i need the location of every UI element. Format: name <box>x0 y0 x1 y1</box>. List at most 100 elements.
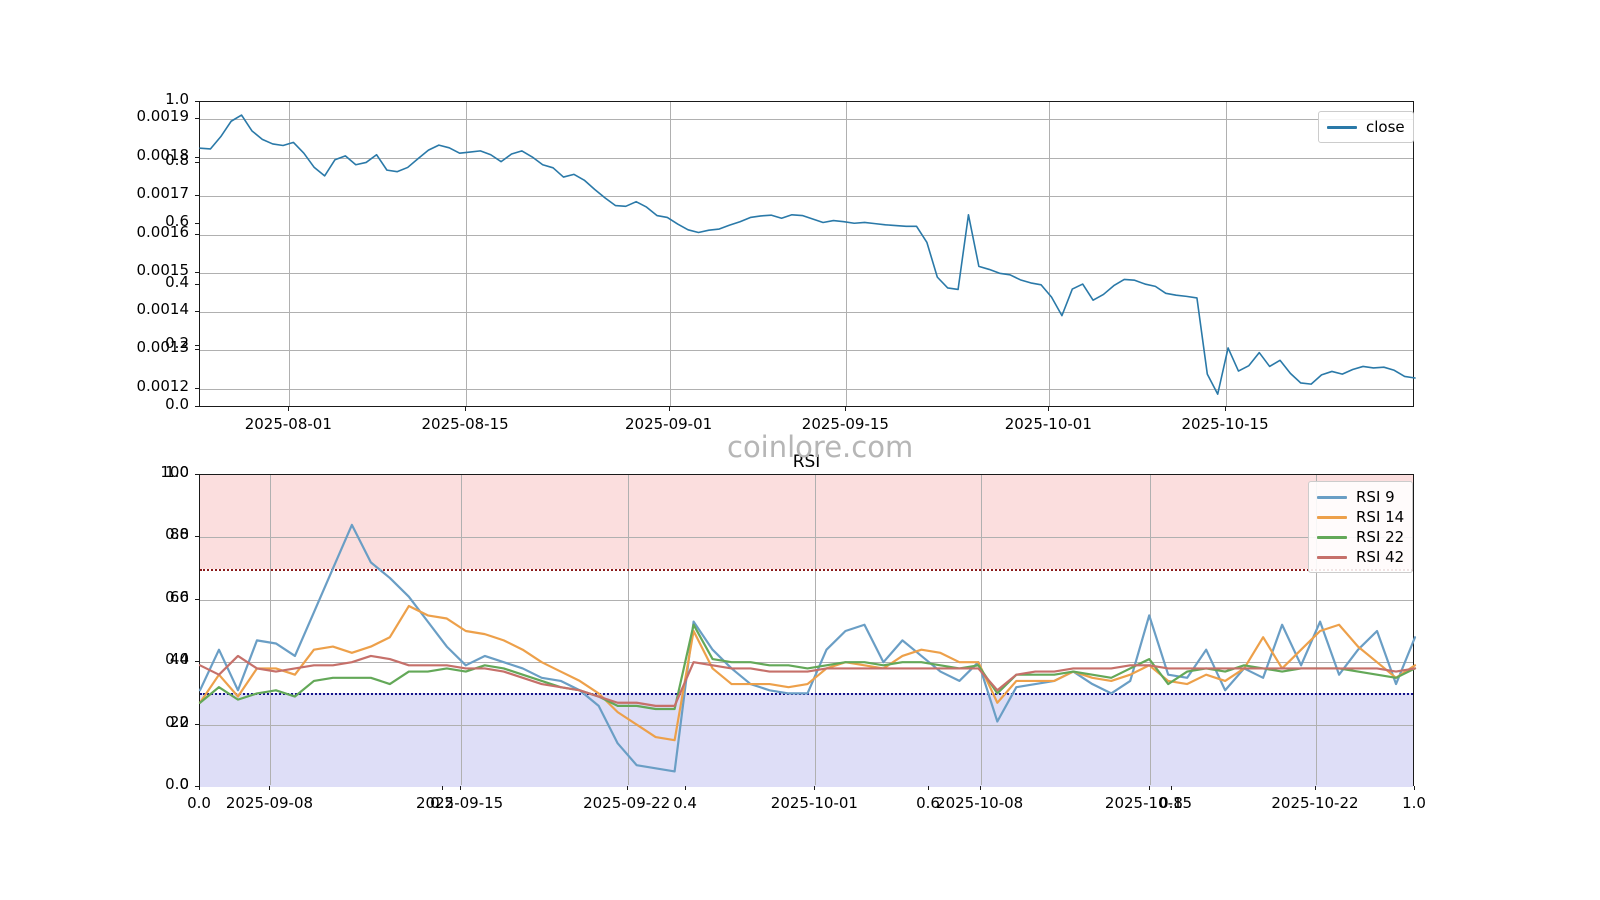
legend-color-swatch <box>1317 515 1347 519</box>
legend-item[interactable]: RSI 22 <box>1317 527 1404 547</box>
x-tick-mark <box>845 407 846 411</box>
y-axis-tick-label: 0.0013 <box>136 338 190 357</box>
gridline-horizontal <box>200 312 1413 313</box>
gridline-horizontal <box>200 350 1413 351</box>
gridline-vertical <box>846 102 847 406</box>
gridline-horizontal <box>200 196 1413 197</box>
series-line-close <box>199 114 1416 395</box>
y-axis-tick-label: 20 <box>169 712 189 731</box>
gridline-vertical <box>1150 475 1151 785</box>
gridline-vertical <box>466 102 467 406</box>
y-axis-tick-label: 0.0017 <box>136 184 190 203</box>
x-axis-tick-label: 2025-08-15 <box>421 415 509 433</box>
y-tick-mark-secondary <box>195 406 199 407</box>
gridline-vertical <box>1049 102 1050 406</box>
y-tick-mark-secondary <box>195 162 199 163</box>
gridline-horizontal <box>200 389 1413 390</box>
gridline-vertical <box>981 475 982 785</box>
x-tick-mark-secondary <box>928 786 929 790</box>
gridline-horizontal <box>200 600 1413 601</box>
legend-label: RSI 9 <box>1356 488 1395 506</box>
legend-label: RSI 22 <box>1356 528 1405 546</box>
gridline-horizontal <box>200 537 1413 538</box>
y-tick-mark <box>195 272 199 273</box>
rsi-legend[interactable]: RSI 9 RSI 14 RSI 22 RSI 42 <box>1308 481 1414 573</box>
y-tick-mark-secondary <box>195 599 199 600</box>
x-axis-tick-label-secondary: 0.4 <box>673 794 697 812</box>
series-line-rsi-42 <box>198 654 1417 707</box>
gridline-horizontal <box>200 235 1413 236</box>
rsi-threshold-line-70 <box>200 568 1413 571</box>
y-tick-mark-secondary <box>195 284 199 285</box>
y-axis-tick-label-secondary: 0.8 <box>165 151 189 169</box>
price-legend[interactable]: close <box>1318 111 1414 143</box>
y-axis-tick-label: 0.0019 <box>136 107 190 126</box>
y-axis-tick-label: 0.0015 <box>136 261 190 280</box>
y-tick-mark <box>195 118 199 119</box>
y-axis-tick-label-secondary: 0.4 <box>165 273 189 291</box>
x-tick-mark <box>269 786 270 790</box>
x-tick-mark <box>669 407 670 411</box>
x-tick-mark <box>465 407 466 411</box>
x-axis-tick-label: 2025-10-15 <box>1181 415 1269 433</box>
y-axis-tick-label: 40 <box>169 650 189 669</box>
gridline-horizontal <box>200 119 1413 120</box>
y-tick-mark-secondary <box>195 786 199 787</box>
gridline-vertical <box>628 475 629 785</box>
rsi-band-overbought <box>200 475 1413 569</box>
legend-label: close <box>1366 118 1405 136</box>
y-tick-mark <box>195 157 199 158</box>
legend-label: RSI 42 <box>1356 548 1405 566</box>
y-tick-mark-secondary <box>195 345 199 346</box>
y-tick-mark-secondary <box>195 661 199 662</box>
x-axis-tick-label: 2025-09-01 <box>625 415 713 433</box>
y-tick-mark-secondary <box>195 724 199 725</box>
legend-item[interactable]: RSI 42 <box>1317 547 1404 567</box>
x-axis-tick-label: 2025-08-01 <box>244 415 332 433</box>
y-axis-tick-label-secondary: 0.0 <box>165 775 189 793</box>
y-tick-mark <box>195 388 199 389</box>
gridline-vertical <box>815 475 816 785</box>
y-axis-tick-label-secondary: 0.6 <box>165 587 189 606</box>
gridline-horizontal <box>200 725 1413 726</box>
x-axis-tick-label: 2025-09-15 <box>416 794 504 812</box>
rsi-plot-frame <box>198 474 1417 787</box>
legend-label: RSI 14 <box>1356 508 1405 526</box>
x-tick-mark <box>814 786 815 790</box>
price-series-svg <box>199 114 1416 395</box>
x-axis-tick-label: 2025-10-08 <box>936 794 1024 812</box>
x-tick-mark <box>1048 407 1049 411</box>
legend-color-swatch <box>1317 555 1347 559</box>
y-axis-tick-label: 0.0014 <box>136 299 190 318</box>
series-line-rsi-14 <box>198 604 1417 742</box>
series-line-rsi-9 <box>198 523 1417 773</box>
legend-item[interactable]: RSI 14 <box>1317 507 1404 527</box>
x-tick-mark <box>1149 786 1150 790</box>
x-axis-tick-label-secondary: 1.0 <box>1402 794 1426 812</box>
x-axis-tick-label: 2025-10-01 <box>1004 415 1092 433</box>
y-axis-tick-label-secondary: 0.8 <box>165 525 189 544</box>
y-axis-tick-label: 60 <box>169 587 189 606</box>
x-axis-tick-label-secondary: 0.2 <box>430 794 454 812</box>
y-tick-mark <box>195 349 199 350</box>
y-axis-tick-label: 0.0016 <box>136 222 190 241</box>
x-tick-mark-secondary <box>685 786 686 790</box>
y-axis-tick-label: 80 <box>169 525 189 544</box>
price-plot-frame <box>199 101 1416 407</box>
gridline-vertical <box>461 475 462 785</box>
y-axis-tick-label-secondary: 0.6 <box>165 212 189 230</box>
y-axis-tick-label-secondary: 1.0 <box>165 90 189 108</box>
y-axis-tick-label: 0.0018 <box>136 145 190 164</box>
legend-item[interactable]: close <box>1327 117 1405 137</box>
x-axis-tick-label-secondary: 0.8 <box>1159 794 1183 812</box>
rsi-band-oversold <box>200 693 1413 787</box>
gridline-vertical <box>670 102 671 406</box>
legend-item[interactable]: RSI 9 <box>1317 487 1404 507</box>
y-tick-mark-secondary <box>195 474 199 475</box>
x-tick-mark-secondary <box>1414 786 1415 790</box>
gridline-vertical <box>270 475 271 785</box>
y-axis-tick-label-secondary: 0.4 <box>165 650 189 669</box>
y-tick-mark <box>195 234 199 235</box>
x-tick-mark-secondary <box>199 786 200 790</box>
